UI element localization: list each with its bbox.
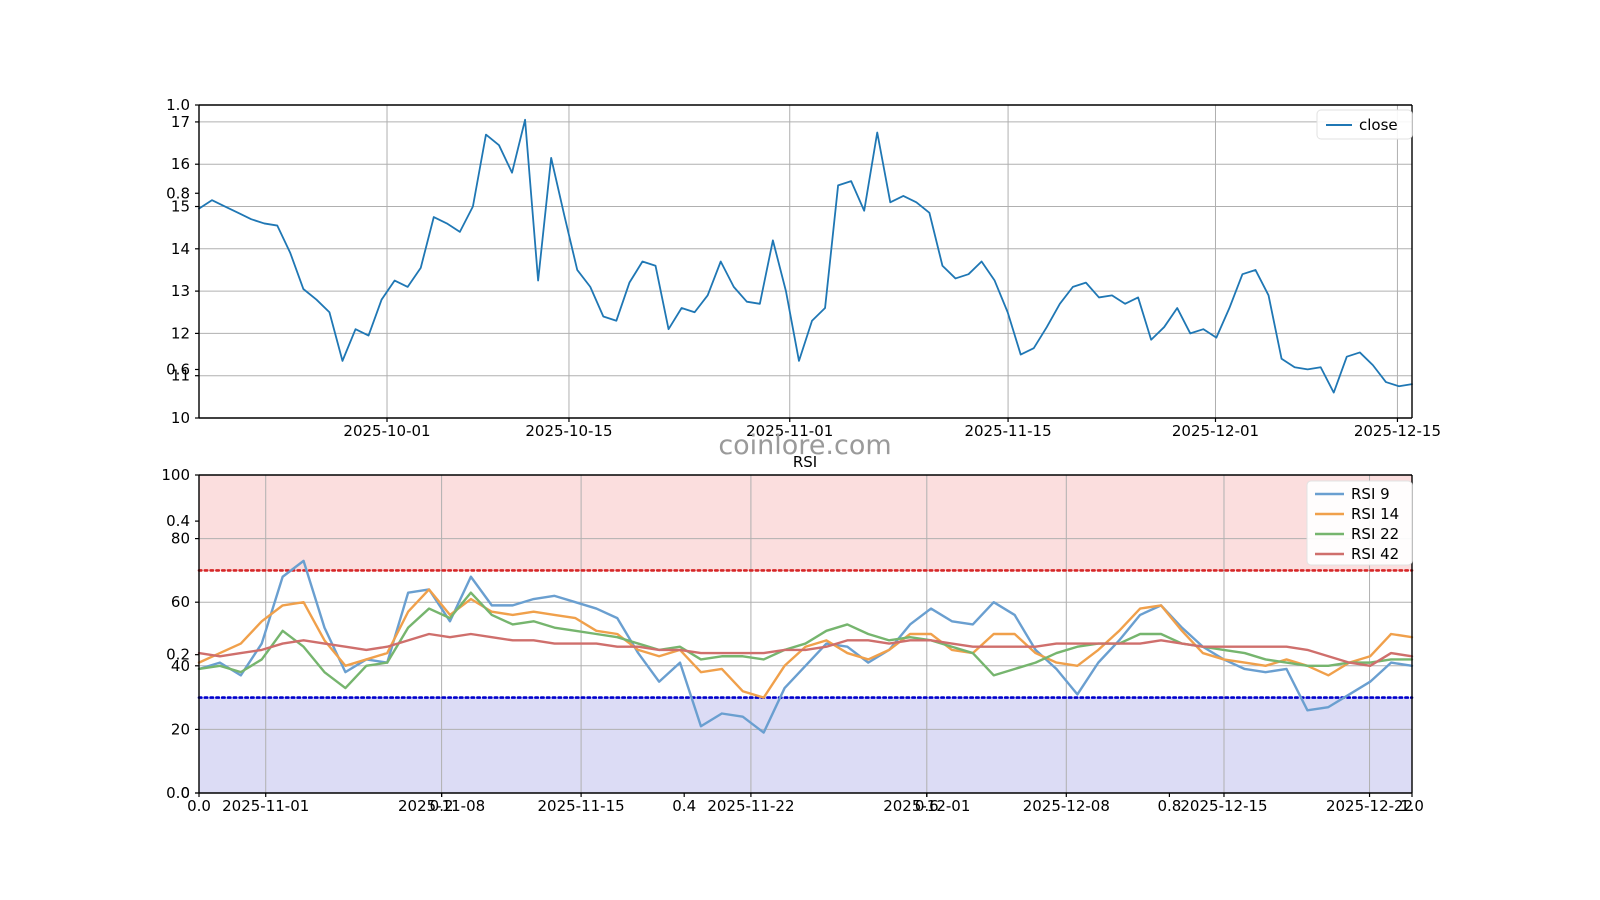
rsi-overlay-xtick-label: 0.4: [672, 797, 696, 815]
rsi-xtick-label: 2025-11-08: [398, 797, 485, 815]
price-ytick-label: 17: [171, 113, 190, 131]
rsi-band-overbought: [199, 475, 1412, 571]
price-ytick-label: 14: [171, 240, 190, 258]
price-ytick-label: 11: [171, 367, 190, 385]
rsi-ytick-label: 20: [171, 720, 190, 738]
price-xtick-label: 2025-11-01: [746, 422, 833, 440]
rsi-overlay-xtick-label: 0.0: [187, 797, 211, 815]
rsi-title: RSI: [793, 453, 817, 471]
rsi-legend-label-1: RSI 14: [1351, 505, 1399, 523]
price-xtick-label: 2025-12-01: [1172, 422, 1259, 440]
price-ytick-label: 10: [171, 409, 190, 427]
rsi-overlay-ytick-label: 0.4: [166, 512, 190, 530]
rsi-xtick-label: 2025-11-01: [222, 797, 309, 815]
rsi-legend-label-0: RSI 9: [1351, 485, 1390, 503]
price-legend-label: close: [1359, 116, 1398, 134]
rsi-legend-label-3: RSI 42: [1351, 545, 1399, 563]
rsi-xtick-label: 2025-12-15: [1180, 797, 1267, 815]
rsi-band-oversold: [199, 697, 1412, 793]
price-ytick-label: 16: [171, 155, 190, 173]
rsi-xtick-label: 2025-12-22: [1326, 797, 1413, 815]
rsi-legend[interactable]: RSI 9 RSI 14 RSI 22 RSI 42: [1306, 480, 1413, 566]
price-ytick-label: 15: [171, 198, 190, 216]
price-overlay-ytick-label: 1.0: [166, 96, 190, 114]
rsi-overlay-xtick-label: 0.6: [915, 797, 939, 815]
price-ytick-label: 13: [171, 282, 190, 300]
price-legend-box[interactable]: [1316, 109, 1413, 140]
price-ytick-label: 12: [171, 324, 190, 342]
rsi-line-rsi-42: [197, 632, 1414, 667]
price-xtick-label: 2025-10-01: [343, 422, 430, 440]
price-overlay-ytick-label: 0.6: [166, 360, 190, 378]
price-xtick-label: 2025-11-15: [964, 422, 1051, 440]
rsi-panel: 100 80 60 40 20 0 0.4 0.2 0.0 2025-11-01 2025-11-0…: [161, 453, 1424, 815]
price-close-line: [198, 118, 1413, 394]
price-xtick-label: 2025-12-15: [1354, 422, 1441, 440]
rsi-legend-label-2: RSI 22: [1351, 525, 1399, 543]
rsi-ytick-label: 40: [171, 657, 190, 675]
price-xtick-label: 2025-10-15: [525, 422, 612, 440]
price-plot-background: [199, 105, 1412, 418]
rsi-ytick-label: 100: [161, 466, 190, 484]
rsi-overlay-ytick-label: 0.2: [166, 646, 190, 664]
rsi-xtick-label: 2025-12-08: [1023, 797, 1110, 815]
rsi-ytick-label: 60: [171, 593, 190, 611]
rsi-overlay-xtick-label: 1.0: [1400, 797, 1424, 815]
price-legend[interactable]: close: [1316, 109, 1413, 140]
watermark-text: coinlore.com: [718, 430, 891, 461]
rsi-line-rsi-9: [197, 559, 1414, 734]
rsi-legend-box[interactable]: [1306, 480, 1413, 566]
rsi-overlay-xtick-label: 0.2: [430, 797, 454, 815]
watermark-group: coinlore.com: [718, 430, 891, 461]
rsi-ytick-label: 80: [171, 530, 190, 548]
price-panel: 17 16 15 14 13 12 11 10 1.0 0.8 0.6 2025-10-01 2025-…: [166, 96, 1441, 440]
rsi-xtick-label: 2025-11-15: [538, 797, 625, 815]
rsi-ytick-label: 0: [180, 784, 190, 802]
rsi-overlay-xtick-label: 0.8: [1157, 797, 1181, 815]
rsi-xtick-label: 2025-11-22: [707, 797, 794, 815]
rsi-overlay-ytick-label: 0.0: [166, 784, 190, 802]
rsi-xtick-label: 2025-12-01: [883, 797, 970, 815]
price-overlay-ytick-label: 0.8: [166, 184, 190, 202]
rsi-line-rsi-14: [197, 588, 1414, 699]
